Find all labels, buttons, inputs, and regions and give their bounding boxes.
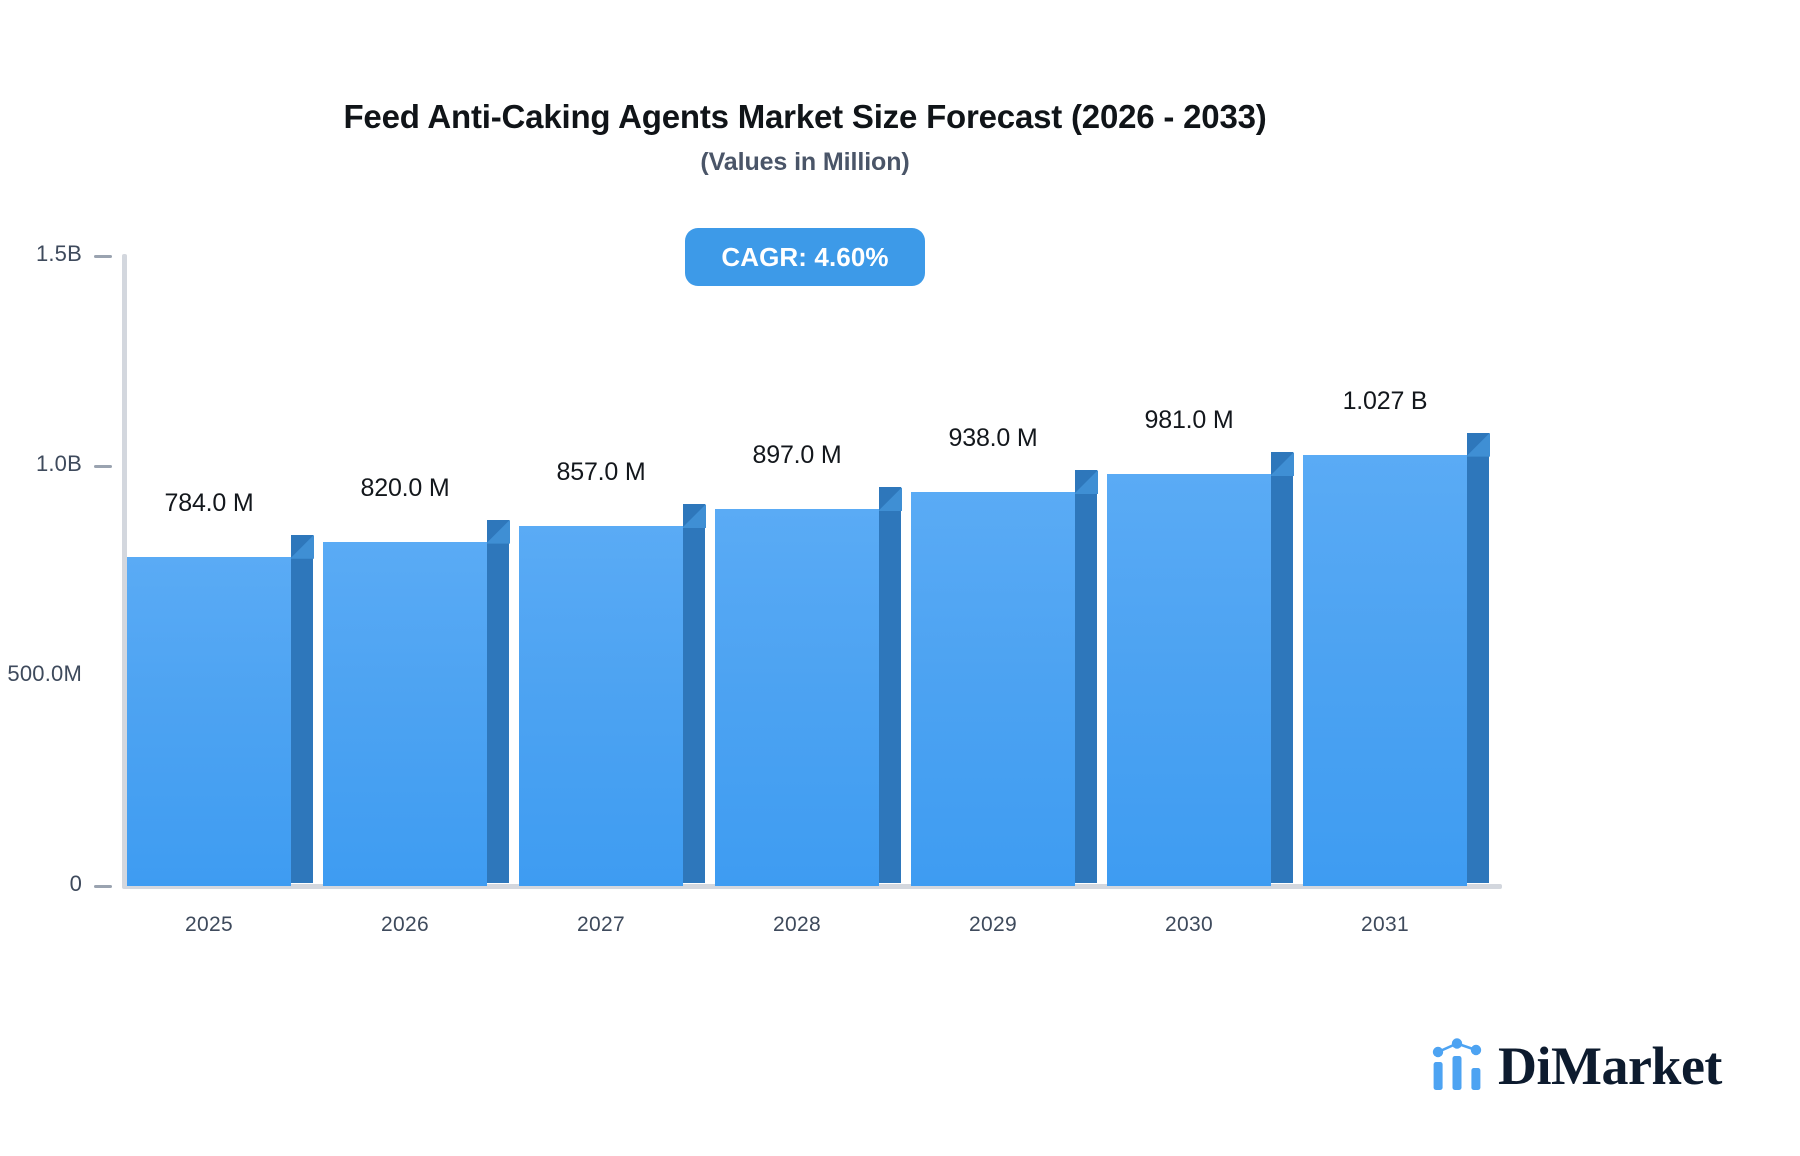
bar-front-face: [519, 526, 683, 886]
y-tick-dash: [94, 465, 112, 468]
chart-subtitle: (Values in Million): [700, 148, 910, 176]
bar-column[interactable]: [1303, 432, 1490, 886]
x-tick-label: 2030: [1165, 913, 1213, 936]
bar-value-label: 897.0 M: [752, 441, 842, 470]
y-tick-dash: [94, 255, 112, 258]
x-tick-label: 2027: [577, 913, 625, 936]
bar-value-label: 784.0 M: [164, 488, 254, 517]
y-tick-label: 1.0B: [35, 451, 82, 476]
y-tick-dash: [94, 885, 112, 888]
bar-front-face: [715, 509, 879, 886]
bar-column[interactable]: [715, 487, 902, 886]
bar-column[interactable]: [519, 504, 706, 886]
bar-front-face: [911, 492, 1075, 886]
bar-front-face: [323, 541, 487, 886]
bar-value-label: 857.0 M: [556, 458, 646, 487]
bar-column[interactable]: [1107, 451, 1294, 886]
bar-value-label: 938.0 M: [948, 424, 1038, 453]
bar-column[interactable]: [323, 519, 510, 886]
bar-column[interactable]: [127, 534, 314, 886]
x-tick-label: 2028: [773, 913, 821, 936]
bar-value-label: 1.027 B: [1342, 386, 1428, 415]
bar-side-face: [1075, 470, 1097, 883]
bar-side-face: [879, 487, 901, 883]
bar-side-face: [1271, 451, 1293, 883]
y-tick-label: 500.0M: [7, 661, 82, 686]
x-tick-label: 2026: [381, 913, 429, 936]
y-axis-line: [122, 254, 127, 888]
y-tick-label: 0: [69, 871, 82, 896]
y-tick-label: 1.5B: [35, 241, 82, 266]
cagr-badge: CAGR: 4.60%: [685, 228, 925, 286]
bar-chart-trend-icon: [1432, 1038, 1482, 1090]
x-tick-label: 2025: [185, 913, 233, 936]
bar-side-face: [683, 504, 705, 883]
bar-side-face: [1467, 432, 1489, 883]
bar-side-face: [487, 519, 509, 883]
cagr-badge-label: CAGR: 4.60%: [721, 241, 889, 272]
x-tick-label: 2031: [1361, 913, 1409, 936]
bar-value-label: 820.0 M: [360, 473, 450, 502]
brand-logo: DiMarket: [1432, 1038, 1722, 1094]
bar-column[interactable]: [911, 470, 1098, 886]
bar-side-face: [291, 534, 313, 883]
brand-name: DiMarket: [1498, 1036, 1722, 1096]
bar-front-face: [1303, 454, 1467, 886]
bar-front-face: [1107, 473, 1271, 886]
bar-value-label: 981.0 M: [1144, 405, 1234, 434]
page-title: Feed Anti-Caking Agents Market Size Fore…: [343, 98, 1267, 135]
x-axis-line: [122, 884, 1502, 889]
x-tick-label: 2029: [969, 913, 1017, 936]
bar-front-face: [127, 556, 291, 886]
